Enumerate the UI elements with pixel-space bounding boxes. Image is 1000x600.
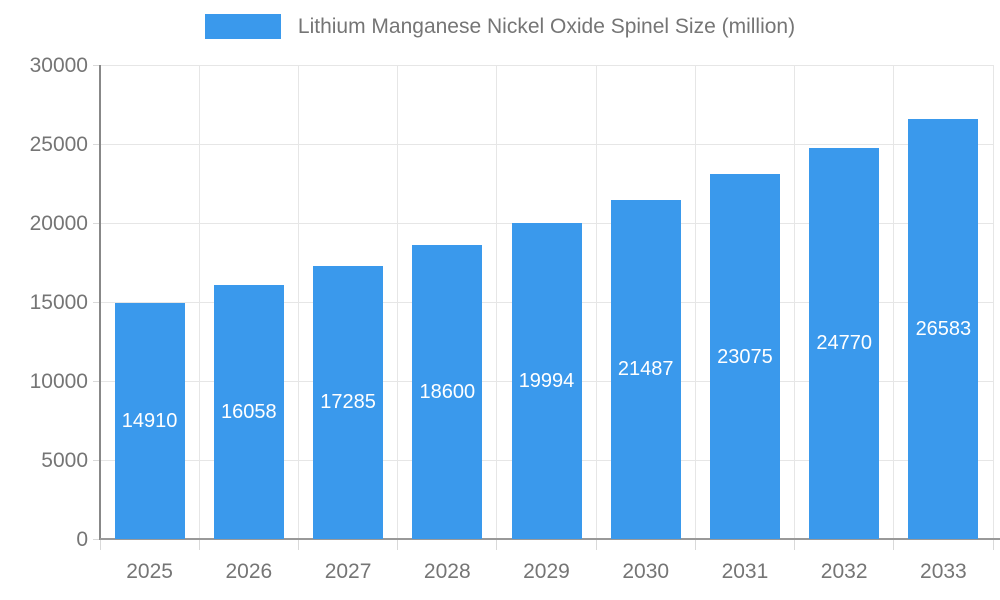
x-axis-tick [893, 540, 895, 550]
bar-2027[interactable]: 17285 [313, 265, 384, 539]
gridline-vertical [496, 65, 498, 539]
bar-2033[interactable]: 26583 [908, 118, 979, 539]
x-axis-label: 2030 [622, 560, 670, 583]
bar-2029[interactable]: 19994 [511, 223, 582, 539]
x-axis-label: 2031 [721, 560, 769, 583]
x-axis-tick [496, 540, 498, 550]
y-axis-tick [93, 143, 100, 145]
y-axis-tick [93, 222, 100, 224]
y-axis-tick [93, 64, 100, 66]
x-axis-tick [198, 540, 200, 550]
x-axis-tick [794, 540, 796, 550]
bar-value-label: 16058 [221, 401, 277, 424]
x-axis-label: 2026 [225, 560, 273, 583]
gridline-vertical [595, 65, 597, 539]
x-axis-tick [992, 540, 994, 550]
y-axis-label: 10000 [29, 370, 88, 393]
y-axis-tick [93, 380, 100, 382]
x-axis-line [100, 538, 1000, 540]
legend[interactable]: Lithium Manganese Nickel Oxide Spinel Si… [0, 14, 1000, 39]
x-axis-tick [99, 540, 101, 550]
y-axis-label: 15000 [29, 291, 88, 314]
bar-2028[interactable]: 18600 [412, 245, 483, 539]
x-axis-label: 2027 [324, 560, 372, 583]
bar-value-label: 26583 [915, 317, 972, 340]
x-axis-label: 2025 [126, 560, 173, 583]
bar-2031[interactable]: 23075 [709, 174, 780, 539]
x-axis-tick [694, 540, 696, 550]
x-axis-tick [595, 540, 597, 550]
gridline-vertical [397, 65, 399, 539]
x-axis-label: 2028 [423, 560, 471, 583]
bar-value-label: 19994 [518, 370, 575, 393]
gridline-vertical [992, 65, 994, 539]
bar-2025[interactable]: 14910 [114, 303, 185, 539]
gridline-horizontal [100, 222, 993, 224]
y-axis-label: 0 [76, 528, 88, 551]
gridline-horizontal [100, 64, 993, 66]
legend-swatch [204, 14, 281, 39]
bar-2030[interactable]: 21487 [610, 199, 681, 539]
gridline-vertical [893, 65, 895, 539]
x-axis-label: 2032 [820, 560, 868, 583]
y-axis-tick [93, 459, 100, 461]
bar-2032[interactable]: 24770 [809, 147, 880, 539]
gridline-vertical [198, 65, 200, 539]
y-axis-line [99, 65, 101, 540]
gridline-vertical [297, 65, 299, 539]
legend-label: Lithium Manganese Nickel Oxide Spinel Si… [297, 14, 796, 38]
bar-value-label: 18600 [419, 381, 476, 404]
x-axis-tick [397, 540, 399, 550]
bar-2026[interactable]: 16058 [213, 285, 284, 539]
bar-value-label: 14910 [121, 410, 178, 433]
x-axis-tick [297, 540, 299, 550]
bar-value-label: 17285 [320, 391, 376, 414]
x-axis-label: 2029 [523, 560, 570, 583]
bar-value-label: 24770 [816, 332, 872, 355]
y-axis-label: 25000 [29, 133, 88, 156]
y-axis-tick [93, 301, 100, 303]
gridline-vertical [794, 65, 796, 539]
x-axis-label: 2033 [920, 560, 967, 583]
bar-value-label: 23075 [717, 345, 773, 368]
y-axis-label: 5000 [41, 449, 88, 472]
y-axis-label: 30000 [29, 54, 88, 77]
gridline-vertical [694, 65, 696, 539]
bar-value-label: 21487 [617, 358, 674, 381]
y-axis-label: 20000 [29, 212, 88, 235]
y-axis-tick [93, 538, 100, 540]
gridline-horizontal [100, 143, 993, 145]
